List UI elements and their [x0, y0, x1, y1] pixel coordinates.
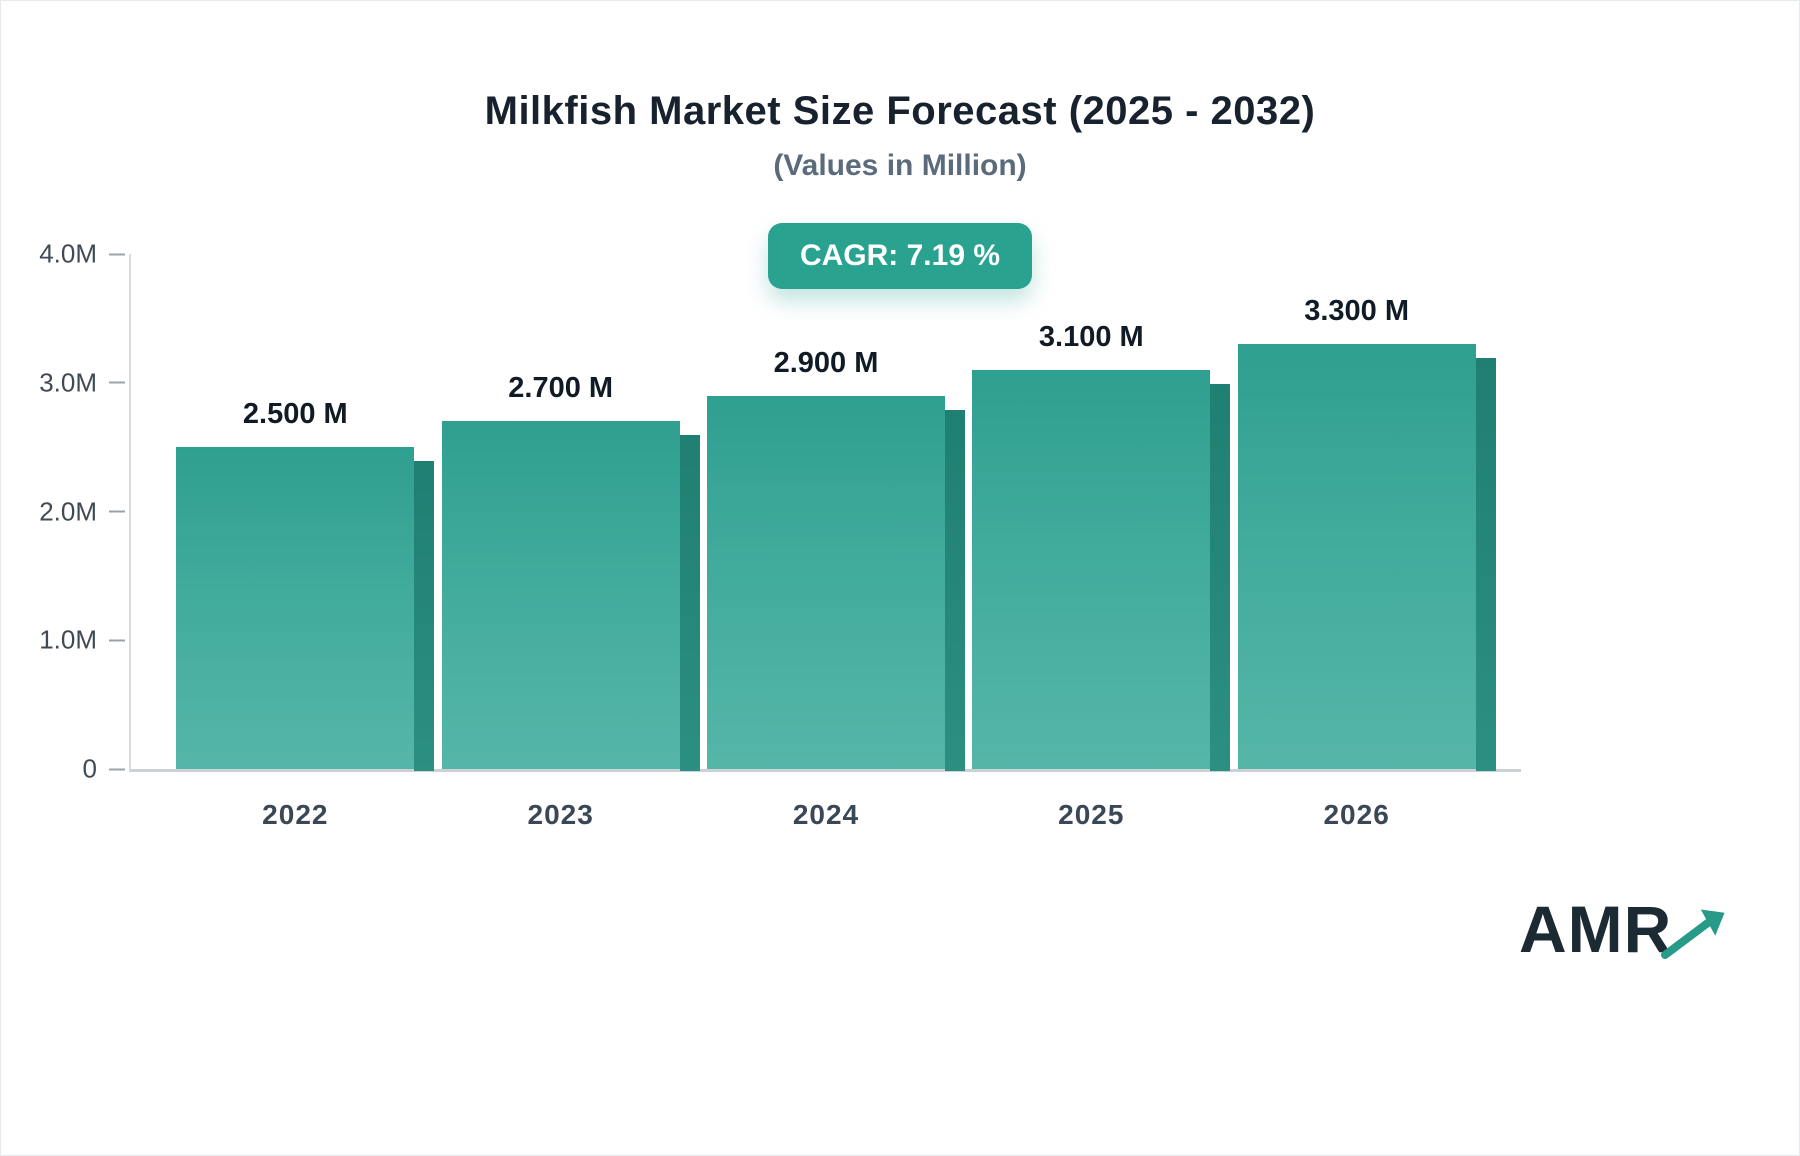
x-axis-label: 2026	[1323, 799, 1390, 830]
amr-logo: AMR	[1519, 891, 1725, 981]
chart-plot-area: 4.0M 3.0M 2.0M 1.0M 0 2.500 M 2022 2.700 M 2023…	[39, 239, 1521, 830]
bar: 2.700 M	[441, 372, 700, 771]
y-axis-tick: 1.0M	[39, 625, 125, 656]
bars: 2.500 M 2022 2.700 M 2023 2.900 M 2024 3.100 M…	[131, 254, 1521, 830]
bar-value-label: 3.100 M	[1038, 320, 1144, 353]
bar-value-label: 2.900 M	[773, 346, 879, 379]
y-axis-tick-label: 0	[82, 753, 97, 784]
bar-group: 3.100 M 2025	[972, 254, 1231, 830]
bar-value-label: 3.300 M	[1304, 295, 1410, 328]
bar-group: 2.900 M 2024	[706, 254, 965, 830]
y-axis-tick-label: 2.0M	[39, 496, 97, 526]
logo-arrow-icon	[1661, 909, 1725, 959]
bar: 2.500 M	[176, 398, 435, 771]
y-axis-tick-mark	[109, 510, 125, 513]
chart-subtitle: (Values in Million)	[773, 149, 1027, 182]
bar: 3.300 M	[1237, 295, 1496, 771]
y-axis-tick-label: 3.0M	[39, 367, 97, 398]
y-axis-tick: 0	[83, 754, 125, 785]
bar: 2.900 M	[706, 347, 965, 772]
y-axis-tick: 3.0M	[39, 367, 125, 398]
x-axis-label: 2022	[262, 799, 329, 830]
y-axis-tick: 4.0M	[39, 239, 125, 270]
x-axis-label: 2025	[1058, 799, 1125, 830]
y-axis-tick-mark	[109, 381, 125, 384]
cagr-badge: CAGR: 7.19 %	[767, 223, 1033, 289]
y-axis-tick-mark	[109, 253, 125, 255]
y-axis-tick-mark	[109, 768, 125, 770]
x-axis-label: 2024	[792, 799, 860, 830]
bar-value-label: 2.700 M	[508, 372, 614, 405]
y-axis-tick: 2.0M	[39, 496, 125, 527]
bar-value-label: 2.500 M	[242, 398, 348, 431]
x-axis-label: 2023	[527, 799, 594, 830]
bar-group: 2.700 M 2023	[441, 254, 700, 830]
bar-group: 3.300 M 2026	[1237, 254, 1496, 830]
y-axis-tick-mark	[109, 639, 125, 642]
cagr-badge-wrap: CAGR: 7.19 %	[1, 223, 1799, 289]
bar-group: 2.500 M 2022	[176, 254, 435, 830]
bar: 3.100 M	[972, 321, 1231, 772]
y-axis-tick-label: 1.0M	[39, 624, 97, 655]
y-axis-tick-label: 4.0M	[39, 238, 97, 269]
chart-title: Milkfish Market Size Forecast (2025 - 20…	[484, 89, 1316, 133]
amr-logo-text: AMR	[1519, 892, 1673, 966]
